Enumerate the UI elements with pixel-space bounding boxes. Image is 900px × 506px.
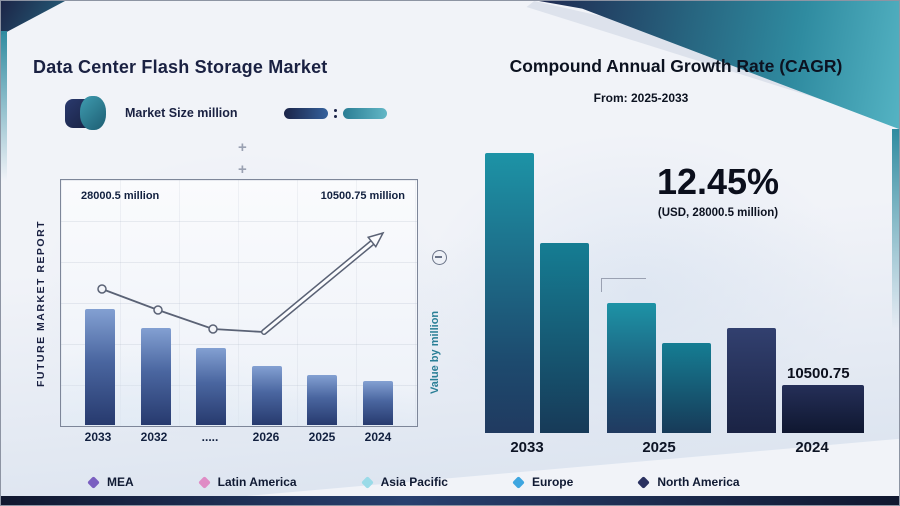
legend-diamond-icon [87,475,100,489]
left-axis-label-2033: 2033 [84,430,112,444]
market-size-legend: Market Size million [65,95,387,131]
left-bar-2032 [140,328,171,425]
right-axis-label-2024: 2024 [795,439,829,456]
right-chart-title: Compound Annual Growth Rate (CAGR) [509,56,843,76]
value-annotation-2024: 10500.75 [787,365,850,382]
right-edge-accent [892,129,899,329]
minus-circle-icon [432,250,447,265]
legend-diamond-icon [197,475,211,489]
legend-diamond-icon [512,475,525,489]
colon-dots [333,108,337,118]
legend-diamond-icon [637,475,651,489]
right-bar-2033-value-start [485,153,534,433]
cagr-period-label: From: 2025-2033 [593,91,689,105]
database-icon [65,96,111,130]
left-bar-2024 [362,381,393,425]
right-bar-2025-value-end [662,343,711,433]
left-axis-label-2025: 2025 [308,430,336,444]
navy-pill [283,107,328,119]
left-axis-label-2032: 2032 [140,430,168,444]
legend-item-latin-america: Latin America [197,475,297,489]
left-axis-label-2024: 2024 [364,430,392,444]
bar-group-2025 [607,303,711,433]
left-bar-..... [196,348,227,425]
max-value-label: 28000.5 million [81,190,160,202]
left-chart-title: Data Center Flash Storage Market [33,57,328,77]
bar-group-2033 [485,153,589,433]
market-size-legend-label: Market Size million [125,106,238,120]
left-bar-2025 [307,375,338,425]
bar-group-2024 [727,328,864,433]
right-bar-2024-value-start [727,328,776,433]
legend-label: Europe [531,475,574,489]
right-bar-2024-value-end [782,385,864,433]
teal-pill [342,107,387,119]
left-bar-2033 [85,309,115,425]
left-x-axis-labels: 2033 2032..... 2026 2025 2024 [60,430,416,444]
gradient-pill-decor [283,107,387,119]
legend-item-europe: Europe [512,475,574,489]
left-bar-2026 [251,366,282,425]
legend-label: Latin America [217,475,297,489]
right-bar-2033-value-end [540,243,589,433]
left-edge-accent [1,31,7,181]
right-axis-label-2033: 2033 [510,439,544,456]
min-value-label: 10500.75 million [320,190,405,202]
left-chart-plot-area: 28000.5 million 10500.75 million [60,179,418,427]
right-bar-chart [471,149,891,433]
legend-item-asia-pacific: Asia Pacific [360,475,448,489]
top-left-corner-accent [1,1,65,35]
value-axis-label: Value by million [429,310,441,394]
cagr-caption: (USD, 28000.5 million) [657,207,779,219]
plus-decor-icon: + [238,139,247,156]
legend-item-mea: MEA [87,475,134,489]
legend-diamond-icon [360,475,374,489]
left-axis-label-2026: 2026 [252,430,280,444]
legend-item-north-america: North America [637,475,740,489]
legend-label: MEA [107,475,134,489]
legend-label: North America [657,475,740,489]
cagr-value: 12.45% [656,161,780,202]
plus-decor-icon: + [238,161,247,178]
bottom-accent-bar [1,496,899,505]
left-bar-series [85,309,393,425]
future-market-report-label: FUTURE MARKET REPORT [35,219,47,387]
legend-label: Asia Pacific [380,475,448,489]
bracket-decor [601,278,646,292]
right-bar-2025-value-start [607,303,656,433]
right-axis-label-2025: 2025 [642,439,676,456]
region-legend: MEA Latin America Asia Pacific Europe North … [87,475,740,489]
left-axis-label-.....: ..... [201,430,219,444]
